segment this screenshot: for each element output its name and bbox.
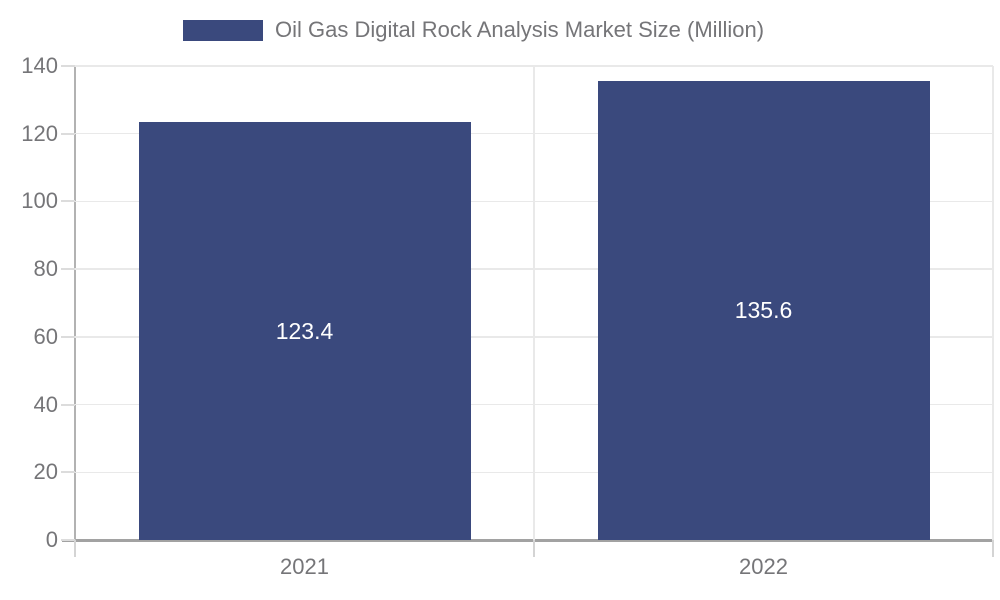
y-axis-line <box>74 66 76 557</box>
y-axis-tick <box>61 65 75 67</box>
bar[interactable] <box>138 122 471 540</box>
y-axis-tick <box>61 200 75 203</box>
gridline-vertical <box>992 66 994 540</box>
x-tick-label: 2021 <box>280 554 329 579</box>
y-tick-label: 120 <box>21 120 58 146</box>
y-tick-label: 80 <box>33 256 58 282</box>
x-axis-tick <box>533 540 535 557</box>
legend-label: Oil Gas Digital Rock Analysis Market Siz… <box>275 17 765 42</box>
y-tick-label: 40 <box>33 391 58 417</box>
y-axis-tick <box>61 335 75 338</box>
y-axis-tick <box>61 471 75 474</box>
gridline-vertical <box>533 66 535 540</box>
legend-item[interactable]: Oil Gas Digital Rock Analysis Market Siz… <box>183 17 764 43</box>
y-tick-label: 60 <box>33 323 58 349</box>
y-axis-tick <box>61 403 75 406</box>
x-axis-line <box>62 539 993 542</box>
y-axis-tick <box>61 268 75 271</box>
bar-value-label: 123.4 <box>275 318 334 345</box>
x-axis-tick <box>992 540 994 557</box>
bar[interactable] <box>597 80 930 540</box>
y-axis-tick <box>61 132 75 135</box>
y-tick-label: 20 <box>33 459 58 485</box>
y-tick-label: 0 <box>45 527 58 552</box>
legend-swatch <box>183 19 263 41</box>
x-axis-tick <box>74 540 76 557</box>
bar-value-label: 135.6 <box>734 297 793 324</box>
y-tick-label: 140 <box>21 53 58 78</box>
y-tick-label: 100 <box>21 188 58 214</box>
y-axis-tick <box>61 539 75 541</box>
x-tick-label: 2022 <box>739 554 788 579</box>
